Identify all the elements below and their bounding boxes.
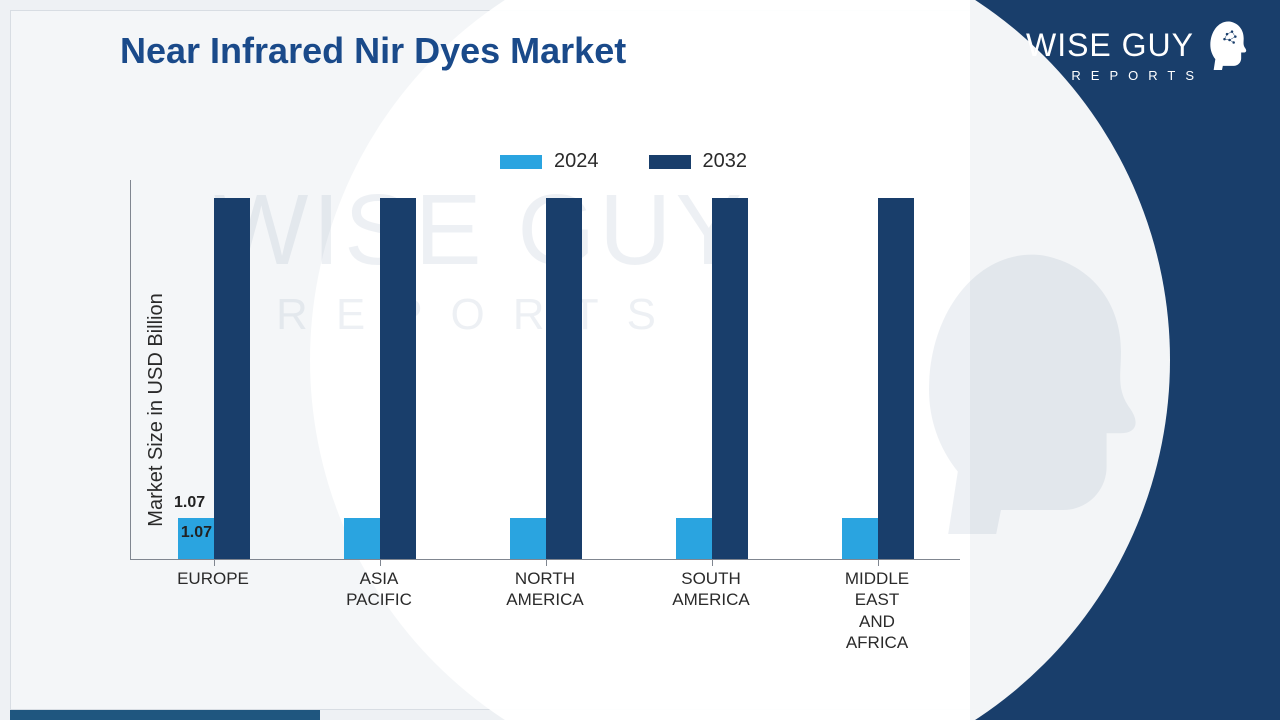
legend-label-2024: 2024 <box>554 150 599 173</box>
bar-group <box>510 198 582 559</box>
chart-area: Market Size in USD Billion 2024 2032 1.0… <box>60 150 980 670</box>
bottom-accent-bar <box>10 710 320 720</box>
y-tick-label: 1.07 <box>181 524 212 542</box>
bar-2024 <box>344 518 380 559</box>
x-tick <box>712 559 713 566</box>
bar-2032 <box>214 198 250 559</box>
bar-2024 <box>676 518 712 559</box>
bar-2032 <box>546 198 582 559</box>
legend: 2024 2032 <box>500 150 747 173</box>
bar-2032 <box>380 198 416 559</box>
x-tick <box>214 559 215 566</box>
legend-swatch-2024 <box>500 155 542 169</box>
stage: WISE GUY REPORTS Near Infrared Nir Dyes … <box>0 0 1280 720</box>
category-label: NORTHAMERICA <box>470 568 620 611</box>
category-label: SOUTHAMERICA <box>636 568 786 611</box>
bar-2024 <box>510 518 546 559</box>
category-label: MIDDLEEASTANDAFRICA <box>802 568 952 653</box>
logo-head-icon <box>1204 20 1250 70</box>
category-label: EUROPE <box>138 568 288 589</box>
plot-area: 1.07 <box>130 180 960 560</box>
bar-group <box>344 198 416 559</box>
chart-title: Near Infrared Nir Dyes Market <box>120 30 626 72</box>
category-label: ASIAPACIFIC <box>304 568 454 611</box>
logo-sub-text: REPORTS <box>1026 68 1250 83</box>
x-tick <box>546 559 547 566</box>
bar-2032 <box>712 198 748 559</box>
bar-2024 <box>842 518 878 559</box>
bar-group <box>676 198 748 559</box>
legend-swatch-2032 <box>649 155 691 169</box>
bar-2032 <box>878 198 914 559</box>
legend-item-2024: 2024 <box>500 150 599 173</box>
legend-item-2032: 2032 <box>649 150 748 173</box>
x-tick <box>380 559 381 566</box>
brand-logo: WISE GUY REPORTS <box>1026 20 1250 83</box>
bar-value-label: 1.07 <box>174 494 205 512</box>
x-tick <box>878 559 879 566</box>
logo-main-text: WISE GUY <box>1026 27 1194 64</box>
bar-group <box>842 198 914 559</box>
legend-label-2032: 2032 <box>703 150 748 173</box>
